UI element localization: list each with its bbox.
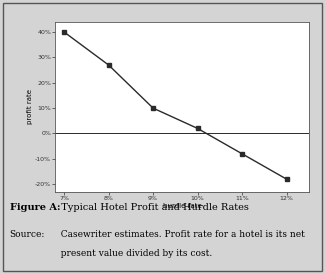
Text: Casewriter estimates. Profit rate for a hotel is its net: Casewriter estimates. Profit rate for a …: [55, 230, 305, 239]
X-axis label: hurdle rate: hurdle rate: [162, 203, 202, 209]
Text: Typical Hotel Profit and Hurdle Rates: Typical Hotel Profit and Hurdle Rates: [55, 203, 249, 212]
Text: Source:: Source:: [10, 230, 45, 239]
Text: present value divided by its cost.: present value divided by its cost.: [55, 249, 213, 258]
Y-axis label: profit rate: profit rate: [27, 89, 33, 124]
Text: Figure A:: Figure A:: [10, 203, 60, 212]
